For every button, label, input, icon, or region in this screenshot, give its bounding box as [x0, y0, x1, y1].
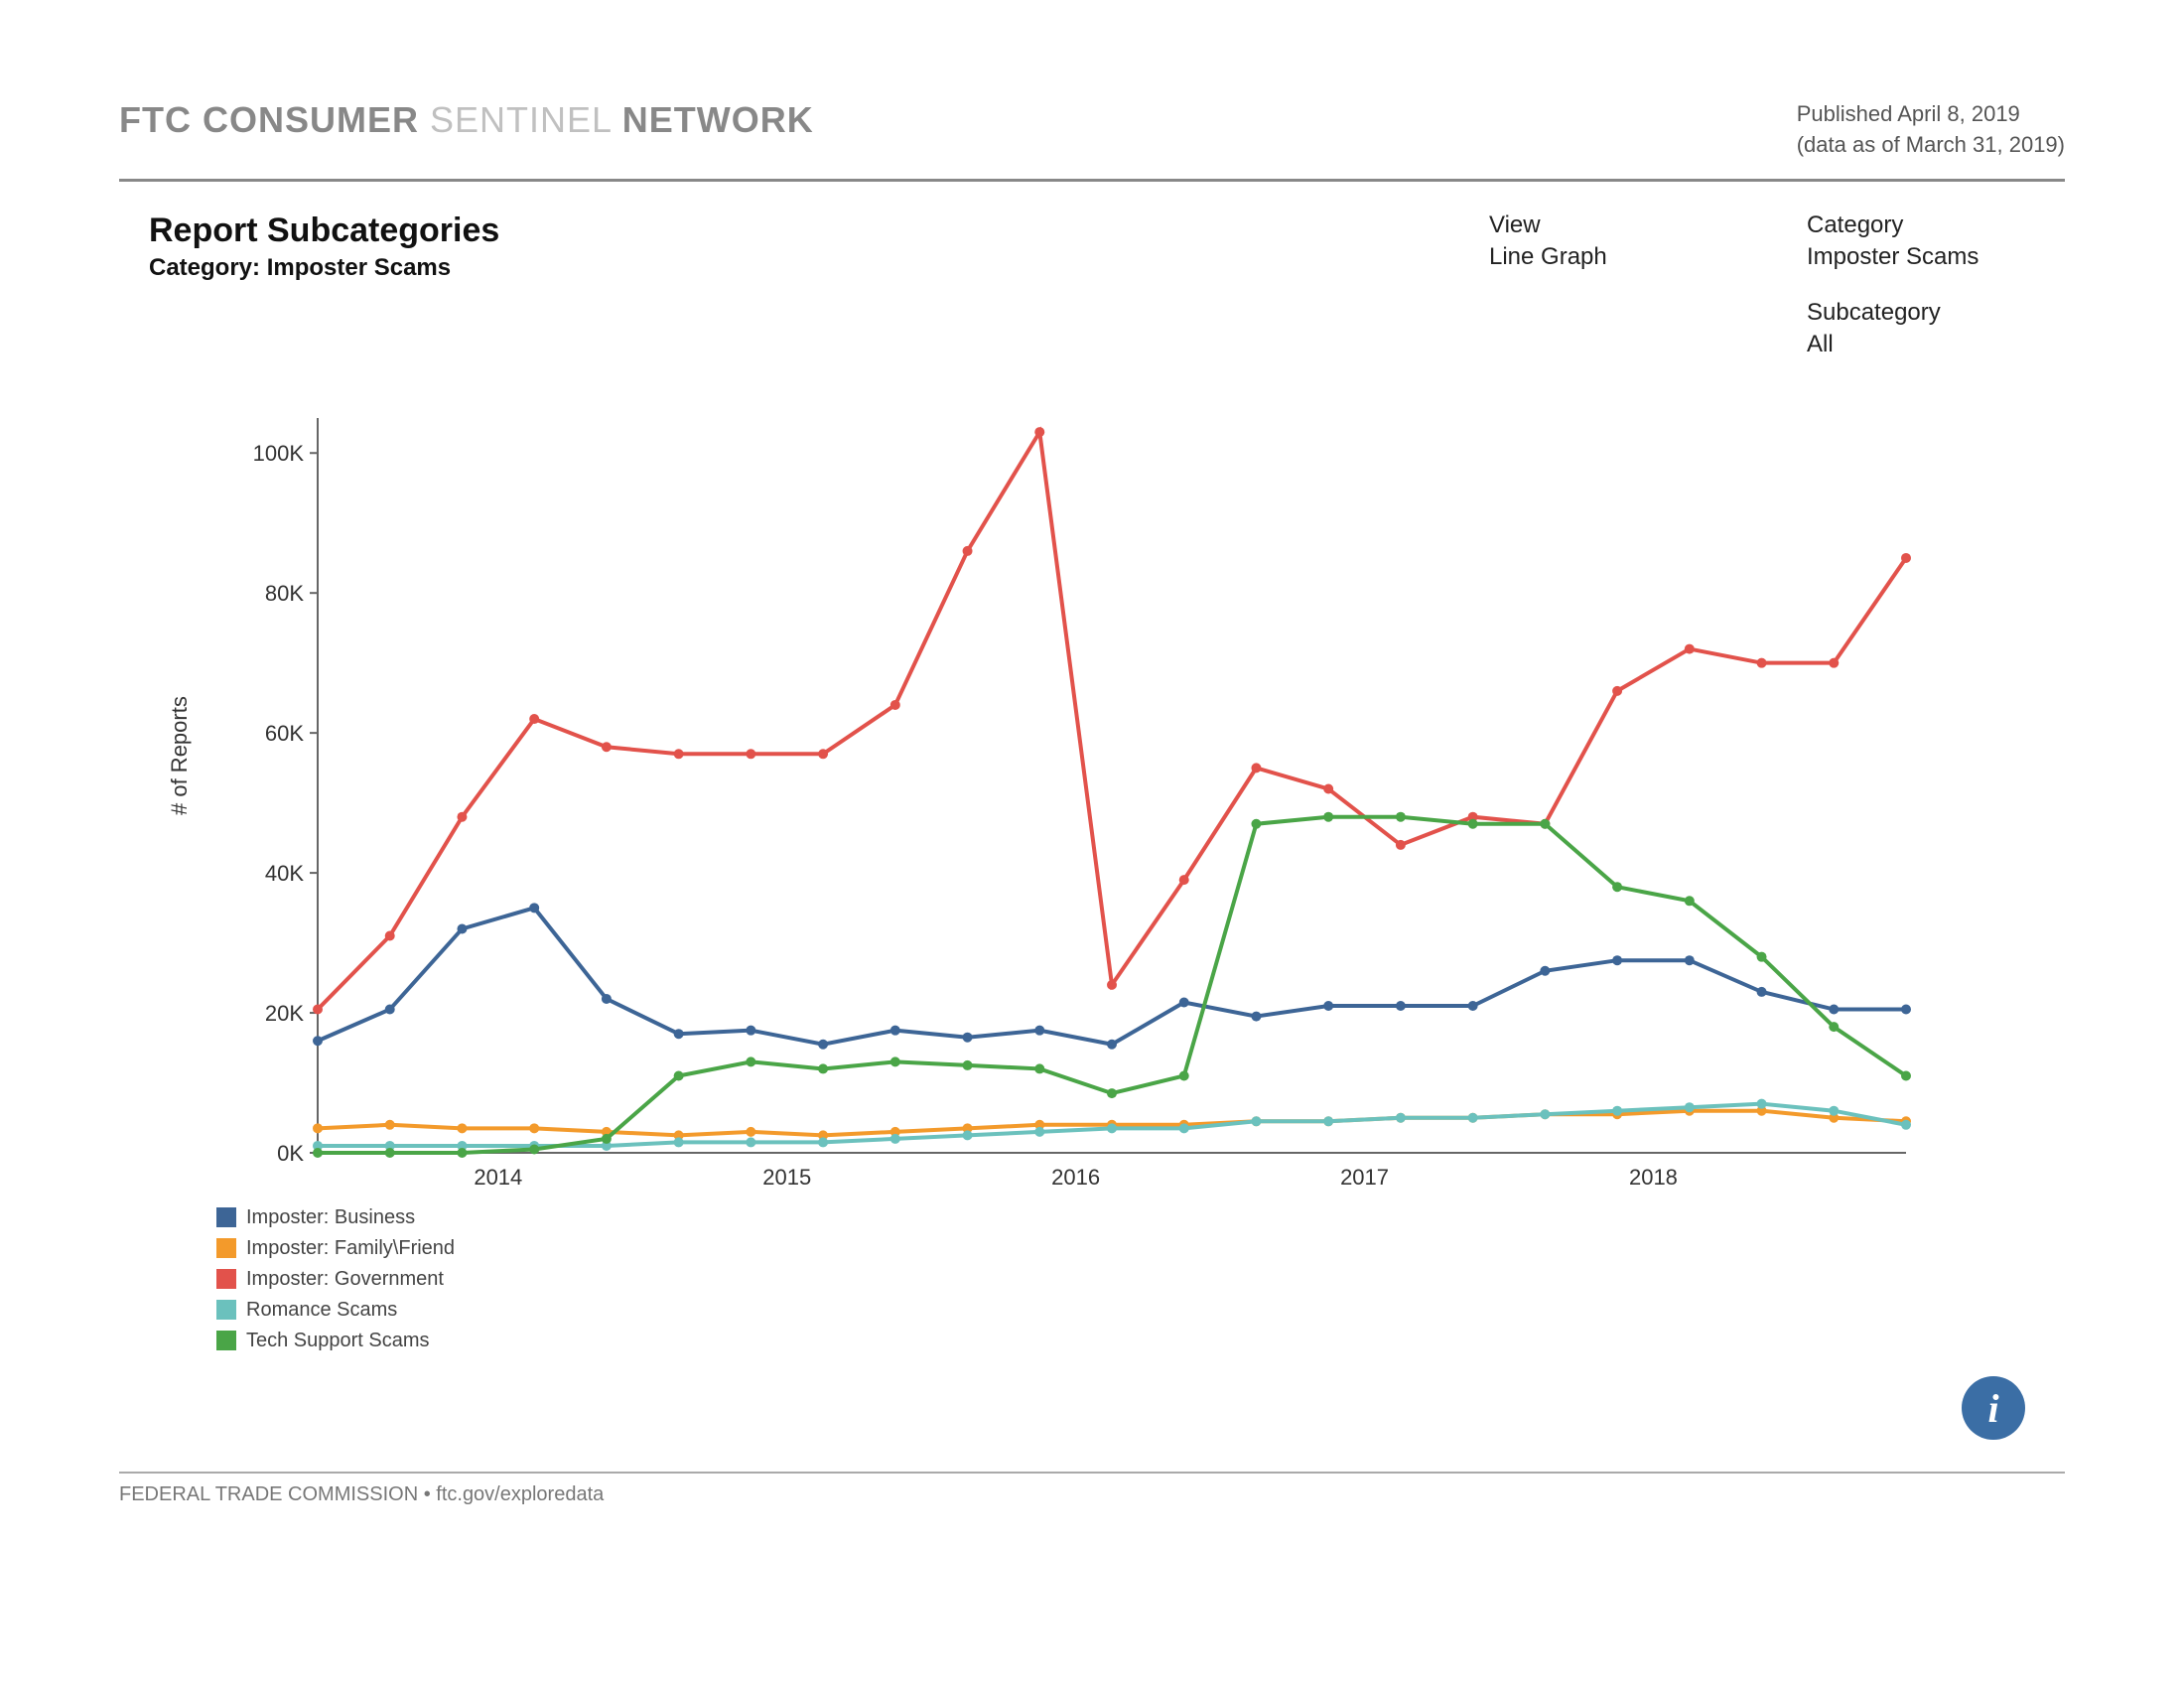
chart-area: # of Reports 0K 20K 40K 60K 80K 100K 2014 2015 2… — [119, 398, 2065, 1193]
category-controls: Category Imposter Scams Subcategory All — [1807, 211, 2065, 358]
legend-label: Imposter: Government — [246, 1268, 444, 1291]
legend-label: Romance Scams — [246, 1299, 397, 1322]
legend-swatch — [216, 1300, 236, 1320]
page-title: Report Subcategories — [149, 211, 499, 250]
title-block: Report Subcategories Category: Imposter … — [119, 211, 499, 282]
subcategory-value: All — [1807, 331, 2065, 358]
legend-swatch — [216, 1207, 236, 1227]
legend: Imposter: Business Imposter: Family\Frien… — [119, 1206, 2065, 1352]
legend-item[interactable]: Imposter: Government — [216, 1268, 2065, 1291]
info-icon[interactable]: i — [1962, 1376, 2025, 1440]
legend-swatch — [216, 1269, 236, 1289]
svg-text:80K: 80K — [265, 581, 304, 606]
svg-text:40K: 40K — [265, 861, 304, 886]
legend-item[interactable]: Imposter: Family\Friend — [216, 1237, 2065, 1260]
brand-title: FTC CONSUMER SENTINEL NETWORK — [119, 99, 814, 141]
view-control[interactable]: View Line Graph — [1489, 211, 1747, 271]
svg-text:0K: 0K — [277, 1141, 304, 1166]
svg-text:2016: 2016 — [1051, 1165, 1100, 1190]
legend-item[interactable]: Tech Support Scams — [216, 1330, 2065, 1352]
legend-label: Imposter: Business — [246, 1206, 415, 1229]
page-subtitle: Category: Imposter Scams — [149, 254, 499, 282]
svg-text:20K: 20K — [265, 1001, 304, 1026]
legend-swatch — [216, 1331, 236, 1350]
publish-info: Published April 8, 2019 (data as of Marc… — [1797, 99, 2065, 161]
footer-text: FEDERAL TRADE COMMISSION • ftc.gov/explo… — [119, 1483, 2065, 1506]
footer-rule — [119, 1472, 2065, 1474]
data-as-of: (data as of March 31, 2019) — [1797, 130, 2065, 161]
y-axis-title: # of Reports — [167, 696, 193, 815]
line-chart: 0K 20K 40K 60K 80K 100K 2014 2015 2016 2017 2018 — [199, 398, 1946, 1193]
svg-text:2015: 2015 — [762, 1165, 811, 1190]
svg-text:100K: 100K — [253, 441, 305, 466]
category-value: Imposter Scams — [1807, 243, 2065, 271]
legend-swatch — [216, 1238, 236, 1258]
brand-part-3: NETWORK — [622, 99, 814, 140]
category-label: Category — [1807, 211, 2065, 239]
svg-text:2014: 2014 — [474, 1165, 522, 1190]
svg-text:2018: 2018 — [1629, 1165, 1678, 1190]
legend-item[interactable]: Imposter: Business — [216, 1206, 2065, 1229]
legend-label: Imposter: Family\Friend — [246, 1237, 455, 1260]
published-date: Published April 8, 2019 — [1797, 99, 2065, 130]
view-value: Line Graph — [1489, 243, 1747, 271]
brand-part-1: FTC CONSUMER — [119, 99, 430, 140]
subcategory-label: Subcategory — [1807, 299, 2065, 327]
view-label: View — [1489, 211, 1747, 239]
legend-item[interactable]: Romance Scams — [216, 1299, 2065, 1322]
subcategory-control[interactable]: Subcategory All — [1807, 299, 2065, 358]
header: FTC CONSUMER SENTINEL NETWORK Published … — [119, 99, 2065, 161]
legend-label: Tech Support Scams — [246, 1330, 430, 1352]
info-glyph: i — [1987, 1385, 1998, 1432]
brand-part-2: SENTINEL — [430, 99, 622, 140]
header-rule — [119, 179, 2065, 182]
svg-text:60K: 60K — [265, 721, 304, 746]
category-control[interactable]: Category Imposter Scams — [1807, 211, 2065, 271]
svg-text:2017: 2017 — [1340, 1165, 1389, 1190]
controls-row: Report Subcategories Category: Imposter … — [119, 211, 2065, 358]
